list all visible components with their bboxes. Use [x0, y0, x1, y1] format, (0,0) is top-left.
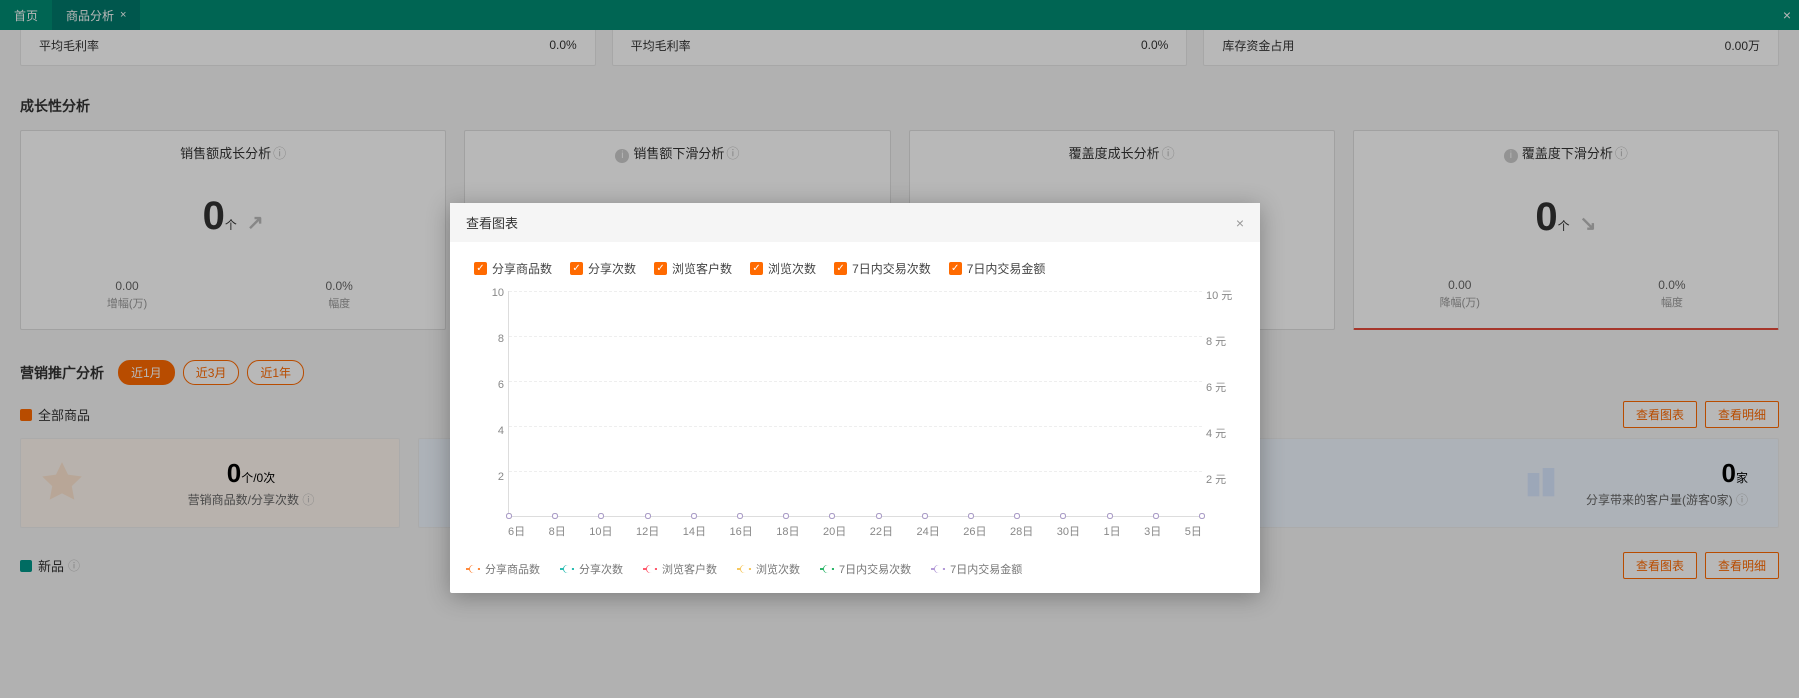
series-checkbox[interactable]: ✓ 分享商品数: [474, 260, 552, 277]
legend-item[interactable]: 7日内交易金额: [931, 561, 1022, 577]
modal-body: ✓ 分享商品数 ✓ 分享次数 ✓ 浏览客户数 ✓ 浏览次数 ✓ 7日内交易次数 ✓ 7日内交易金额 1…: [450, 242, 1260, 593]
y-axis-right: 10 元8 元6 元4 元2 元: [1206, 287, 1240, 517]
checkbox-icon: ✓: [949, 262, 962, 275]
legend-swatch-icon: [931, 568, 945, 570]
legend-label: 分享商品数: [485, 561, 540, 577]
checkbox-label: 7日内交易次数: [852, 260, 931, 277]
legend-label: 浏览次数: [756, 561, 800, 577]
checkbox-label: 浏览客户数: [672, 260, 732, 277]
legend-item[interactable]: 浏览客户数: [643, 561, 717, 577]
checkbox-legend-row: ✓ 分享商品数 ✓ 分享次数 ✓ 浏览客户数 ✓ 浏览次数 ✓ 7日内交易次数 ✓ 7日内交易金额: [474, 260, 1244, 277]
legend-swatch-icon: [466, 568, 480, 570]
modal-title: 查看图表: [466, 213, 518, 232]
series-checkbox[interactable]: ✓ 7日内交易金额: [949, 260, 1046, 277]
checkbox-label: 浏览次数: [768, 260, 816, 277]
series-checkbox[interactable]: ✓ 分享次数: [570, 260, 636, 277]
close-icon[interactable]: ×: [1236, 215, 1244, 231]
checkbox-label: 分享次数: [588, 260, 636, 277]
legend-swatch-icon: [643, 568, 657, 570]
legend-swatch-icon: [820, 568, 834, 570]
plot-area: [508, 291, 1202, 517]
y-axis-left: 108642: [470, 287, 504, 517]
legend-label: 分享次数: [579, 561, 623, 577]
legend-item[interactable]: 分享次数: [560, 561, 623, 577]
checkbox-icon: ✓: [570, 262, 583, 275]
checkbox-icon: ✓: [654, 262, 667, 275]
legend-swatch-icon: [737, 568, 751, 570]
legend-swatch-icon: [560, 568, 574, 570]
checkbox-label: 分享商品数: [492, 260, 552, 277]
series-checkbox[interactable]: ✓ 7日内交易次数: [834, 260, 931, 277]
legend-label: 7日内交易次数: [839, 561, 911, 577]
legend-label: 浏览客户数: [662, 561, 717, 577]
checkbox-icon: ✓: [474, 262, 487, 275]
legend-item[interactable]: 分享商品数: [466, 561, 540, 577]
x-axis: 6日8日10日12日14日16日18日20日22日24日26日28日30日1日3…: [508, 523, 1202, 539]
chart-modal: 查看图表 × ✓ 分享商品数 ✓ 分享次数 ✓ 浏览客户数 ✓ 浏览次数 ✓ 7日内交易次数 ✓ 7日…: [450, 203, 1260, 593]
checkbox-label: 7日内交易金额: [967, 260, 1046, 277]
modal-header: 查看图表 ×: [450, 203, 1260, 242]
series-legend-row: 分享商品数 分享次数 浏览客户数 浏览次数 7日内交易次数 7日内交易金额: [466, 561, 1244, 577]
checkbox-icon: ✓: [834, 262, 847, 275]
series-checkbox[interactable]: ✓ 浏览次数: [750, 260, 816, 277]
line-chart: 108642 10 元8 元6 元4 元2 元 6日8日10日12日14日16日…: [470, 287, 1240, 547]
checkbox-icon: ✓: [750, 262, 763, 275]
legend-item[interactable]: 7日内交易次数: [820, 561, 911, 577]
legend-label: 7日内交易金额: [950, 561, 1022, 577]
series-checkbox[interactable]: ✓ 浏览客户数: [654, 260, 732, 277]
legend-item[interactable]: 浏览次数: [737, 561, 800, 577]
